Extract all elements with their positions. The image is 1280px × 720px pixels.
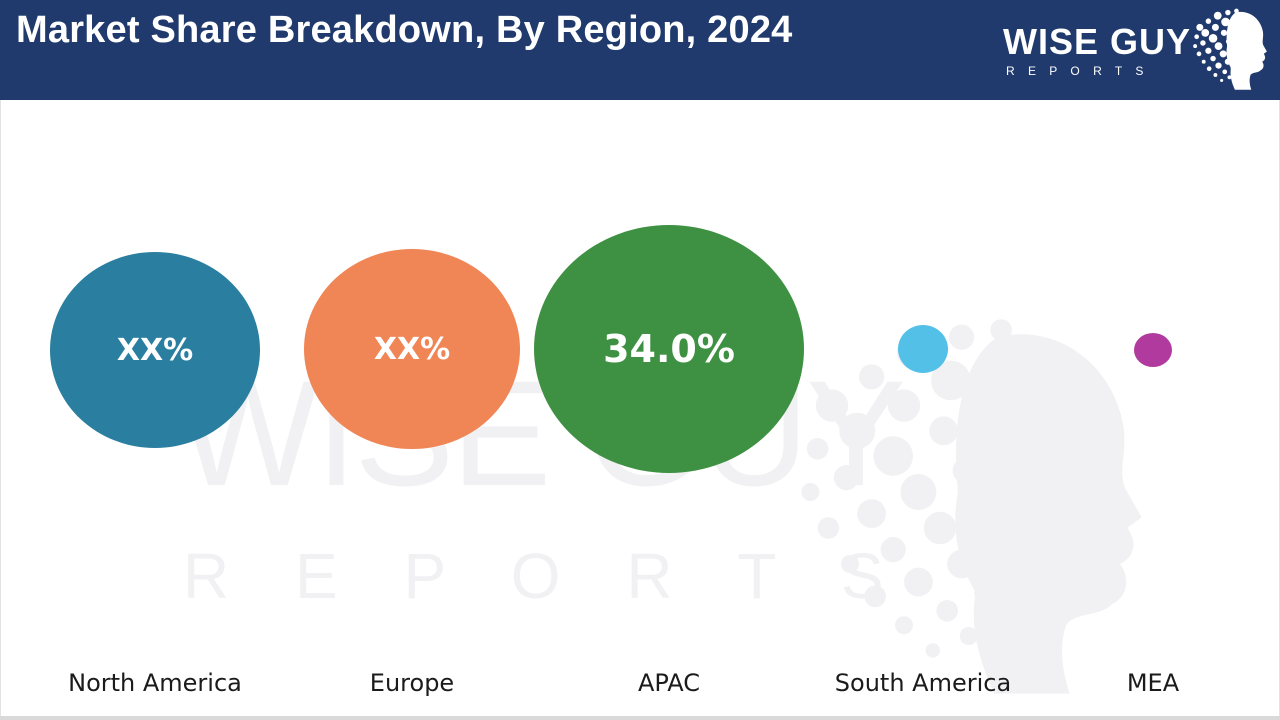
bottom-edge-strip: [0, 716, 1280, 720]
bubble-apac: 34.0%: [534, 225, 804, 473]
chart-canvas: WISE GUY R E P O R T S XX% XX% 34.0% North…: [0, 100, 1280, 720]
logo-subtitle: R E P O R T S: [1005, 64, 1149, 78]
header-bar: Market Share Breakdown, By Region, 2024 …: [0, 0, 1280, 100]
bubble-value-label-north-america: XX%: [116, 332, 194, 368]
category-label-europe: Europe: [369, 669, 455, 697]
category-label-mea: MEA: [1126, 669, 1180, 697]
bubble-europe: XX%: [304, 249, 520, 449]
wiseguy-logo-text: WISE GUY R E P O R T S: [1002, 21, 1191, 79]
category-label-layer: North America Europe APAC South America MEA: [1, 100, 1279, 720]
wiseguy-logo: WISE GUY R E P O R T S: [1003, 7, 1270, 93]
page-title: Market Share Breakdown, By Region, 2024: [16, 9, 793, 51]
bubble-layer: XX% XX% 34.0%: [1, 100, 1279, 720]
bubble-north-america: XX%: [50, 252, 260, 448]
logo-wordmark: WISE GUY: [1002, 21, 1191, 62]
bubble-value-label-apac: 34.0%: [603, 327, 735, 371]
bubble-value-label-europe: XX%: [373, 331, 451, 367]
category-label-north-america: North America: [68, 669, 242, 697]
wiseguy-head-icon: [1193, 8, 1267, 90]
category-label-apac: APAC: [637, 669, 701, 697]
category-label-south-america: South America: [834, 669, 1012, 697]
